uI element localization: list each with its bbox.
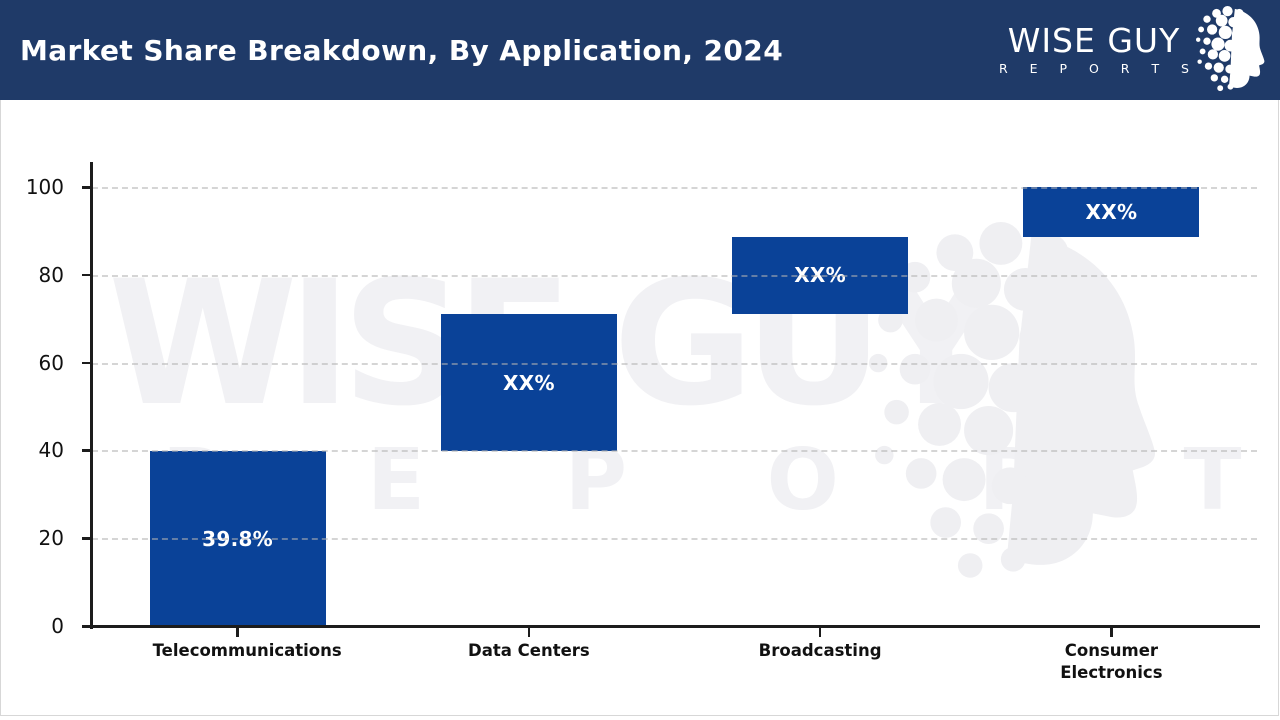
y-tick-label: 80	[38, 262, 64, 287]
brand-name: WISE GUY	[1007, 21, 1181, 60]
y-tick-mark	[82, 625, 90, 628]
plot-area: 39.8% XX% XX% XX%	[92, 187, 1257, 626]
bar-telecommunications: 39.8%	[149, 451, 326, 626]
bar-consumer-electronics: XX%	[1023, 187, 1200, 237]
y-tick-mark	[82, 449, 90, 452]
x-tick-mark	[818, 628, 822, 637]
y-tick-label: 60	[38, 350, 64, 375]
y-tick-mark	[82, 537, 90, 540]
x-category-label: Broadcasting	[758, 641, 882, 660]
y-tick-mark	[82, 273, 90, 277]
bar-value-label: 39.8%	[202, 526, 274, 551]
brand-head-icon	[1196, 6, 1265, 92]
x-tick-mark	[236, 628, 239, 637]
y-tick-label: 20	[38, 526, 64, 551]
y-tick-label: 100	[25, 175, 64, 199]
y-axis-ticks	[82, 186, 90, 628]
header-bar: Market Share Breakdown, By Application, …	[0, 0, 1280, 100]
x-tick-mark	[1110, 628, 1113, 637]
x-category-label: Consumer Electronics	[1060, 641, 1163, 683]
x-axis-line	[89, 625, 1260, 628]
x-tick-mark	[527, 628, 531, 637]
y-axis-line	[90, 162, 93, 629]
brand-wordmark: WISE GUY R E P O R T S	[990, 24, 1198, 76]
y-tick-mark	[82, 186, 90, 189]
x-category-label: Telecommunications	[152, 641, 342, 660]
x-axis-ticks	[92, 628, 1257, 638]
bar-broadcasting: XX%	[732, 237, 909, 314]
bar-value-label: XX%	[794, 263, 846, 288]
y-tick-label: 40	[38, 438, 64, 463]
y-tick-mark	[82, 361, 90, 365]
y-tick-label: 0	[51, 614, 64, 638]
x-category-label: Data Centers	[468, 641, 590, 660]
brand-subtitle: R E P O R T S	[998, 61, 1198, 76]
y-axis-labels: 0 20 40 60 80 100	[0, 176, 80, 637]
chart-title: Market Share Breakdown, By Application, …	[20, 33, 784, 67]
x-axis-category-labels: Telecommunications Data Centers Broadcasti…	[92, 640, 1257, 700]
bar-value-label: XX%	[1085, 200, 1138, 224]
brand-logo: WISE GUY R E P O R T S	[990, 0, 1266, 100]
bar-value-label: XX%	[503, 370, 555, 395]
bar-data-centers: XX%	[440, 313, 617, 452]
